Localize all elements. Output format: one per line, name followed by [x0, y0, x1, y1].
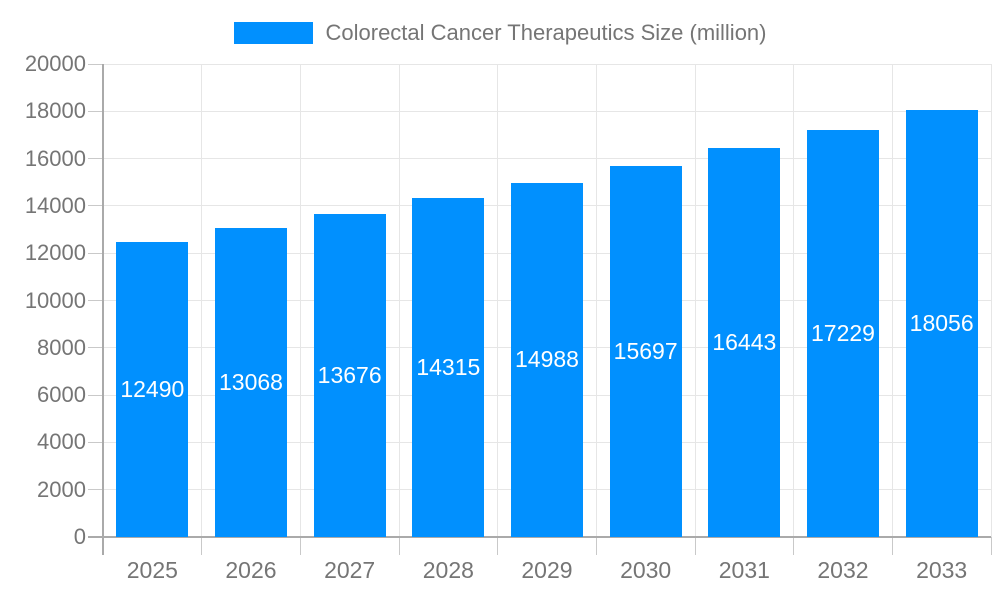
y-tick	[88, 394, 103, 396]
bar-value-label: 17229	[811, 319, 875, 346]
v-gridline	[990, 64, 992, 537]
bar[interactable]: 13068	[215, 227, 287, 537]
y-axis-label: 8000	[37, 334, 86, 360]
v-gridline	[201, 64, 203, 537]
x-tick	[299, 537, 301, 555]
y-tick	[88, 300, 103, 301]
y-tick	[88, 205, 103, 207]
x-axis-label: 2025	[126, 557, 178, 583]
y-axis-label: 4000	[37, 429, 86, 455]
y-axis-label: 14000	[24, 192, 86, 218]
x-tick	[595, 537, 597, 555]
x-tick	[398, 537, 400, 555]
y-axis-label: 12000	[24, 240, 86, 266]
x-axis-label: 2033	[916, 557, 968, 583]
v-gridline	[398, 64, 400, 537]
bar-value-label: 15697	[613, 337, 678, 364]
bar[interactable]: 14988	[511, 182, 583, 537]
bar[interactable]: 18056	[905, 109, 978, 537]
v-gridline	[793, 64, 795, 537]
bar[interactable]: 14315	[412, 198, 485, 537]
x-axis-label: 2026	[225, 557, 277, 583]
bar[interactable]: 15697	[609, 165, 682, 537]
y-axis-label: 10000	[24, 287, 86, 313]
y-tick	[88, 63, 103, 65]
h-gridline	[103, 110, 991, 112]
bar-value-label: 12490	[120, 375, 185, 402]
y-tick	[88, 110, 103, 112]
y-axis-label: 16000	[24, 145, 86, 171]
x-axis-label: 2028	[422, 557, 474, 583]
y-axis-label: 18000	[24, 98, 86, 124]
x-tick	[990, 537, 992, 555]
y-axis-label: 20000	[24, 51, 86, 76]
x-axis-label: 2027	[324, 557, 376, 583]
x-axis-line	[88, 536, 991, 538]
x-tick	[201, 537, 203, 555]
x-tick	[497, 537, 499, 555]
v-gridline	[497, 64, 499, 537]
y-axis-label: 2000	[37, 476, 86, 502]
bar[interactable]: 13676	[313, 213, 386, 537]
y-tick	[88, 489, 103, 491]
v-gridline	[299, 64, 301, 537]
legend-swatch	[233, 22, 313, 44]
bar-value-label: 13676	[317, 361, 382, 388]
bar-value-label: 13068	[219, 368, 283, 395]
bar[interactable]: 17229	[807, 129, 879, 537]
bar-value-label: 18056	[909, 309, 974, 336]
bar-value-label: 16443	[712, 329, 777, 356]
bar-value-label: 14988	[515, 346, 579, 373]
y-axis-label: 0	[73, 524, 86, 549]
v-gridline	[595, 64, 597, 537]
y-tick	[88, 252, 103, 254]
x-axis-label: 2031	[718, 557, 770, 583]
v-gridline	[891, 64, 893, 537]
v-gridline	[694, 64, 696, 537]
y-axis-label: 6000	[37, 382, 86, 408]
h-gridline	[103, 63, 991, 65]
legend[interactable]: Colorectal Cancer Therapeutics Size (mil…	[0, 20, 1000, 46]
x-axis-label: 2030	[620, 557, 672, 583]
y-tick	[88, 158, 103, 160]
bar[interactable]: 12490	[116, 241, 189, 537]
x-tick	[793, 537, 795, 555]
bar-value-label: 14315	[416, 354, 481, 381]
bar[interactable]: 16443	[708, 148, 781, 537]
legend-label: Colorectal Cancer Therapeutics Size (mil…	[325, 20, 767, 45]
y-tick	[88, 441, 103, 443]
y-axis-line	[102, 64, 104, 555]
x-axis-label: 2029	[521, 557, 573, 583]
h-gridline	[103, 158, 991, 160]
x-tick	[694, 537, 696, 555]
y-tick	[88, 347, 103, 349]
x-axis-label: 2032	[817, 557, 869, 583]
x-tick	[891, 537, 893, 555]
